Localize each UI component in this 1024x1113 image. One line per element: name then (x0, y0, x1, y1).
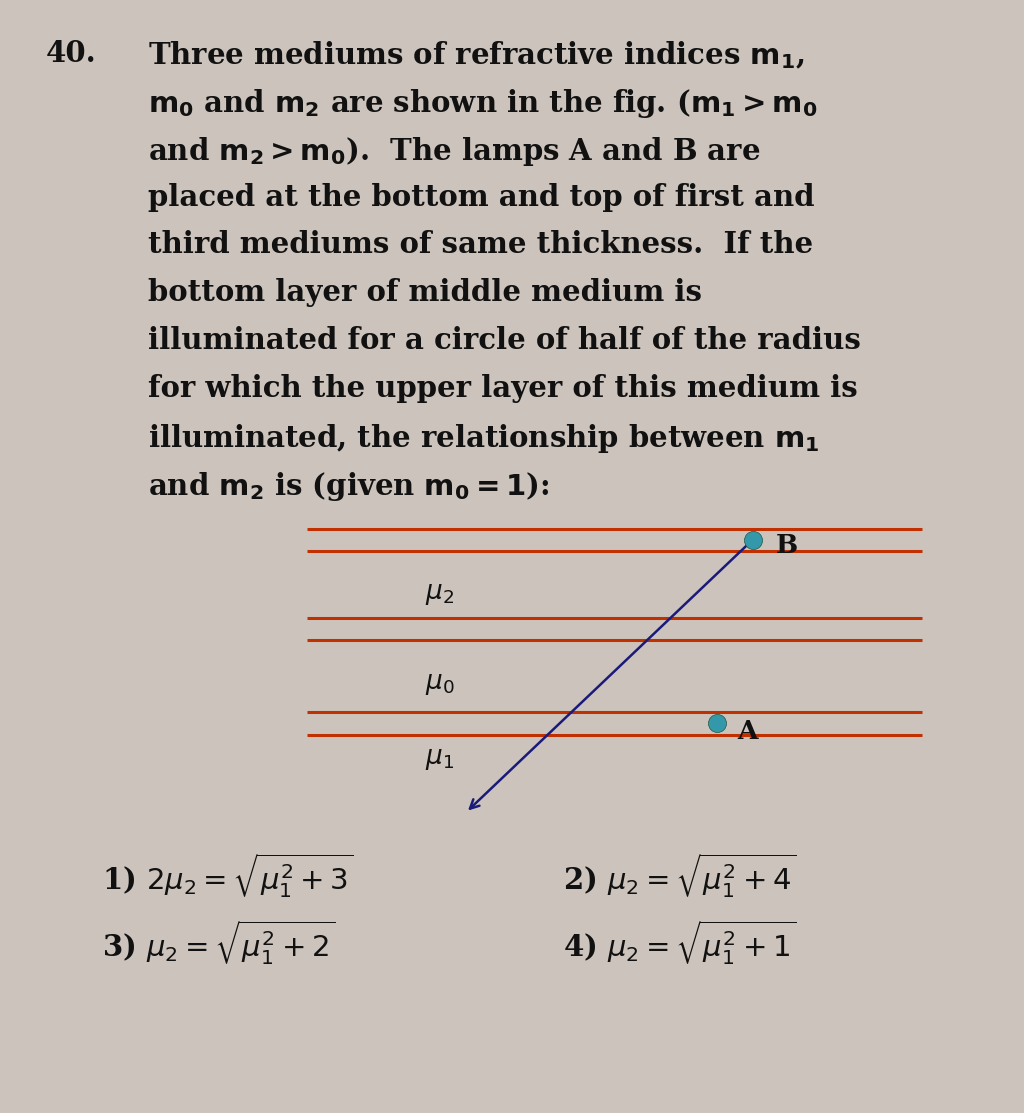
Text: and $\mathbf{m_2 > m_0}$).  The lamps A and B are: and $\mathbf{m_2 > m_0}$). The lamps A a… (148, 135, 761, 168)
Text: $\mu_1$: $\mu_1$ (425, 747, 454, 771)
Text: B: B (776, 533, 799, 558)
Text: $\mu_2$: $\mu_2$ (425, 582, 454, 607)
Text: $\mu_0$: $\mu_0$ (425, 672, 455, 697)
Text: 2) $\mu_2 = \sqrt{\mu_1^2+4}$: 2) $\mu_2 = \sqrt{\mu_1^2+4}$ (563, 851, 797, 900)
Text: third mediums of same thickness.  If the: third mediums of same thickness. If the (148, 230, 814, 259)
Text: for which the upper layer of this medium is: for which the upper layer of this medium… (148, 374, 858, 403)
Text: Three mediums of refractive indices $\mathbf{m_1}$,: Three mediums of refractive indices $\ma… (148, 39, 805, 70)
Text: and $\mathbf{m_2}$ is (given $\mathbf{m_0 = 1}$):: and $\mathbf{m_2}$ is (given $\mathbf{m_… (148, 470, 550, 503)
Text: 40.: 40. (46, 39, 97, 68)
Text: placed at the bottom and top of first and: placed at the bottom and top of first an… (148, 183, 815, 211)
Text: 3) $\mu_2 = \sqrt{\mu_1^2+2}$: 3) $\mu_2 = \sqrt{\mu_1^2+2}$ (102, 918, 336, 967)
Text: 4) $\mu_2 = \sqrt{\mu_1^2+1}$: 4) $\mu_2 = \sqrt{\mu_1^2+1}$ (563, 918, 797, 967)
Text: bottom layer of middle medium is: bottom layer of middle medium is (148, 278, 702, 307)
Text: illuminated, the relationship between $\mathbf{m_1}$: illuminated, the relationship between $\… (148, 422, 820, 455)
Text: $\mathbf{m_0}$ and $\mathbf{m_2}$ are shown in the fig. ($\mathbf{m_1 > m_0}$: $\mathbf{m_0}$ and $\mathbf{m_2}$ are sh… (148, 87, 818, 120)
Text: A: A (737, 719, 758, 743)
Text: 1) $2\mu_2 = \sqrt{\mu_1^2+3}$: 1) $2\mu_2 = \sqrt{\mu_1^2+3}$ (102, 851, 354, 900)
Text: illuminated for a circle of half of the radius: illuminated for a circle of half of the … (148, 326, 861, 355)
